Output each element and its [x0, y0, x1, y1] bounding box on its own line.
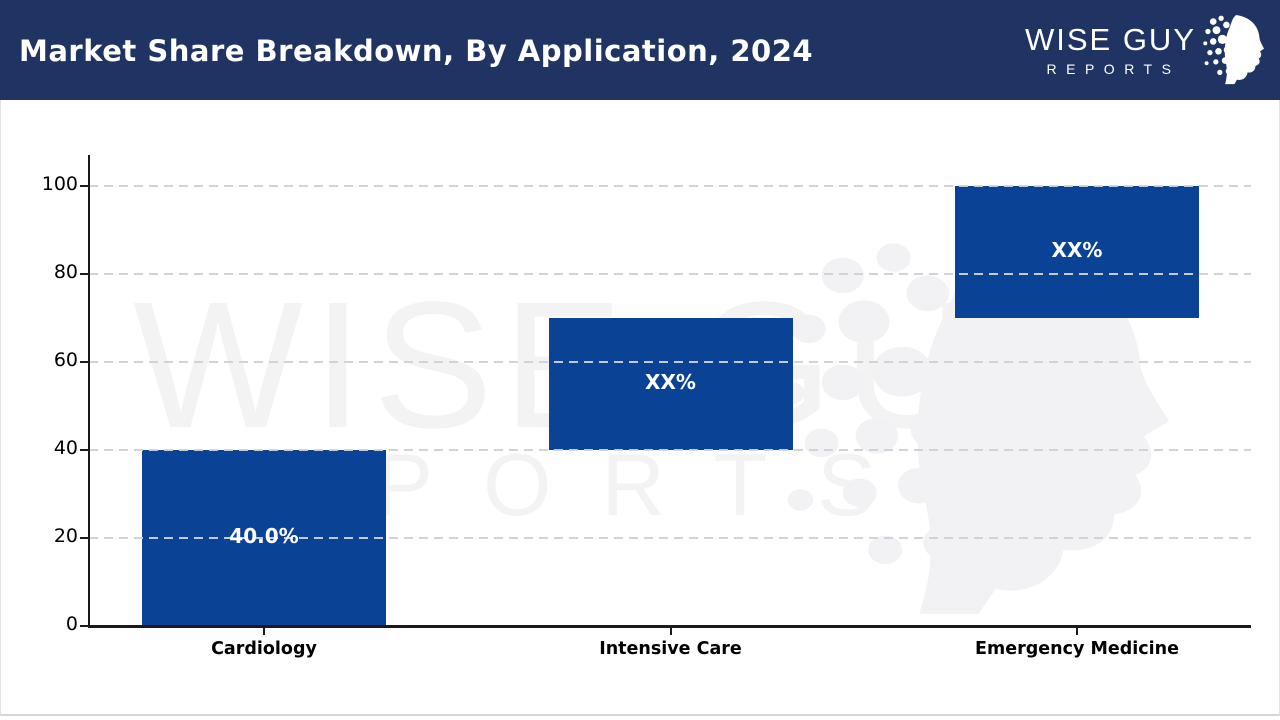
y-tick	[80, 449, 88, 451]
logo-text: WISE GUY REPORTS	[1025, 22, 1196, 77]
bar-value-label: XX%	[645, 370, 696, 394]
header: Market Share Breakdown, By Application, …	[0, 0, 1280, 100]
y-tick	[80, 361, 88, 363]
x-tick	[669, 628, 672, 635]
y-axis-spine	[88, 155, 90, 628]
y-tick-label: 60	[53, 349, 78, 371]
y-tick	[80, 185, 88, 187]
y-tick-label: 0	[65, 613, 78, 635]
x-tick-label: Emergency Medicine	[975, 639, 1179, 659]
logo-tagline: REPORTS	[1046, 61, 1181, 77]
bar-value-label: 40.0%	[229, 524, 299, 548]
y-tick	[80, 625, 88, 627]
bar	[548, 318, 793, 450]
x-tick-label: Cardiology	[211, 639, 317, 659]
y-tick-label: 20	[53, 525, 78, 547]
y-tick-label: 40	[53, 437, 78, 459]
gridline	[89, 537, 1251, 539]
logo-wordmark: WISE GUY	[1024, 22, 1196, 57]
bar	[955, 186, 1199, 318]
y-tick-label: 100	[41, 173, 78, 195]
x-tick-label: Intensive Care	[599, 639, 742, 659]
y-tick	[80, 537, 88, 539]
y-tick	[80, 273, 88, 275]
gridline	[89, 449, 1251, 451]
gridline	[89, 273, 1251, 275]
gridline	[89, 185, 1251, 187]
x-axis-spine	[88, 625, 1251, 628]
chart-title: Market Share Breakdown, By Application, …	[19, 34, 814, 68]
x-tick	[1076, 628, 1078, 635]
bar-value-label: XX%	[1051, 238, 1103, 262]
wiseguy-logo: WISE GUY REPORTS	[1016, 6, 1266, 94]
logo-face-icon	[1200, 10, 1266, 86]
x-tick	[263, 628, 265, 635]
gridline	[89, 361, 1251, 363]
y-tick-label: 80	[53, 261, 78, 283]
